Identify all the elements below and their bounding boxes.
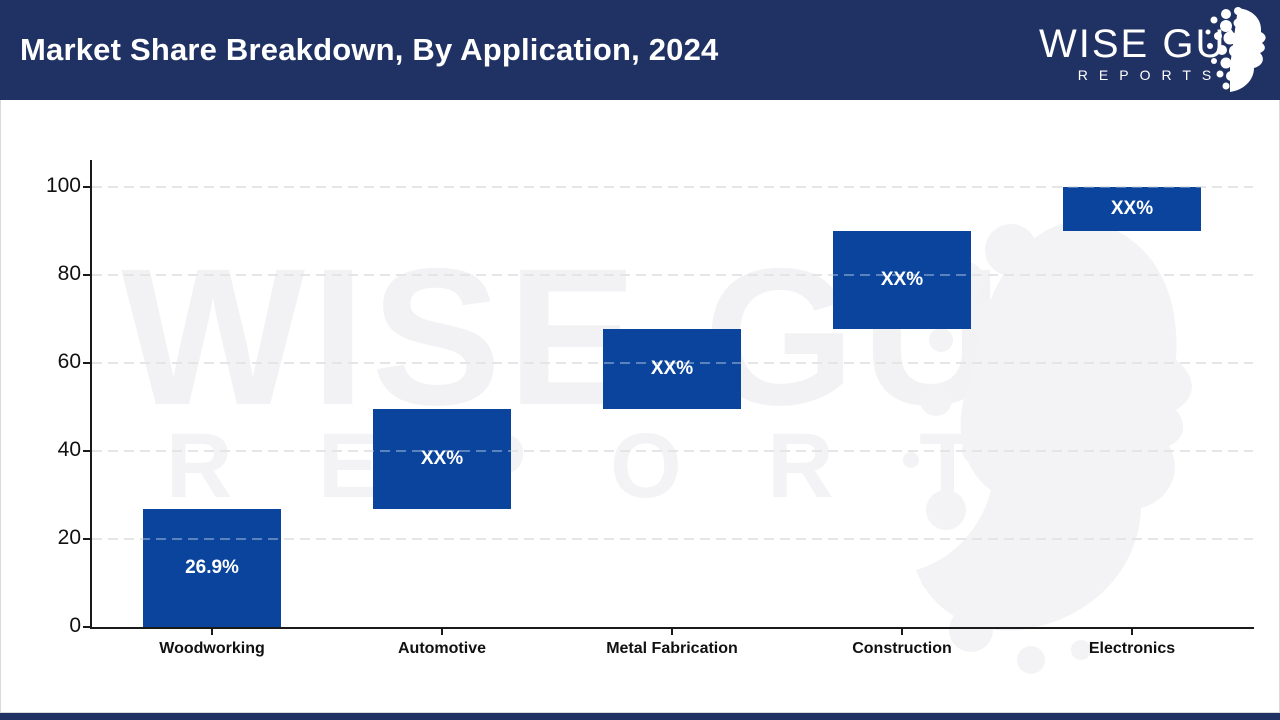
y-tick-label-0: 0 — [69, 614, 81, 637]
x-tick-mark — [901, 629, 903, 635]
header-bar: Market Share Breakdown, By Application, … — [0, 0, 1280, 100]
waterfall-chart: 0 20 40 60 80 100 26.9% Woodworking XX% Automotiv… — [1, 100, 1280, 713]
x-axis-line — [90, 627, 1254, 629]
y-tick-label-80: 80 — [57, 262, 81, 285]
y-tick-mark-20 — [83, 538, 90, 540]
bar-value-label: XX% — [1110, 198, 1154, 219]
x-tick-label-construction: Construction — [852, 640, 952, 657]
x-tick-mark — [441, 629, 443, 635]
wise-guy-reports-logo: WISE GUY REPORTS — [1011, 6, 1266, 94]
bar-value-label: XX% — [880, 269, 924, 291]
y-tick-mark-0 — [83, 626, 90, 628]
y-tick-label-20: 20 — [57, 526, 81, 549]
bar-value-label: 26.9% — [185, 556, 239, 578]
x-tick-mark — [671, 629, 673, 635]
gridline-40 — [92, 450, 1253, 452]
bar-electronics: XX% — [1063, 187, 1201, 231]
gridline-overlay-60 — [92, 362, 1253, 364]
gridline-overlay-40 — [92, 450, 1253, 452]
bar-value-label: XX% — [650, 358, 694, 380]
x-tick-mark — [1131, 629, 1133, 635]
gridline-20 — [92, 538, 1253, 540]
gridline-overlay-100 — [92, 186, 1253, 188]
gridline-overlay-80 — [92, 274, 1253, 276]
logo-wordmark: WISE GUY — [1039, 22, 1256, 66]
footer-bar — [0, 713, 1280, 720]
y-tick-label-60: 60 — [57, 350, 81, 373]
y-tick-mark-40 — [83, 450, 90, 452]
x-tick-label-automotive: Automotive — [398, 640, 486, 657]
x-tick-label-metal-fabrication: Metal Fabrication — [606, 640, 738, 657]
bar-woodworking: 26.9% — [143, 508, 281, 627]
bar-value-label: XX% — [420, 447, 464, 469]
page-title: Market Share Breakdown, By Application, … — [20, 32, 719, 67]
x-tick-mark — [211, 629, 213, 635]
x-tick-label-electronics: Electronics — [1088, 640, 1176, 657]
y-tick-mark-60 — [83, 362, 90, 364]
y-axis-line — [90, 160, 92, 629]
gridline-80 — [92, 274, 1253, 276]
x-tick-label-woodworking: Woodworking — [159, 640, 265, 657]
y-tick-label-100: 100 — [45, 174, 81, 197]
chart-panel: WISE GUY R E P O R T S 0 20 40 60 80 100 26.9%… — [0, 100, 1280, 713]
logo-text: WISE GUY REPORTS — [1039, 24, 1255, 83]
bar-construction: XX% — [833, 231, 971, 330]
gridline-overlay-20 — [92, 538, 1253, 540]
gridline-100 — [92, 186, 1253, 188]
logo-subtitle: REPORTS — [1077, 67, 1223, 83]
y-tick-mark-80 — [83, 274, 90, 276]
bar-metal-fabrication: XX% — [603, 329, 741, 410]
bar-automotive: XX% — [373, 409, 511, 509]
y-tick-label-40: 40 — [57, 438, 81, 461]
logo-face-icon — [1205, 7, 1266, 92]
y-tick-mark-100 — [83, 186, 90, 188]
